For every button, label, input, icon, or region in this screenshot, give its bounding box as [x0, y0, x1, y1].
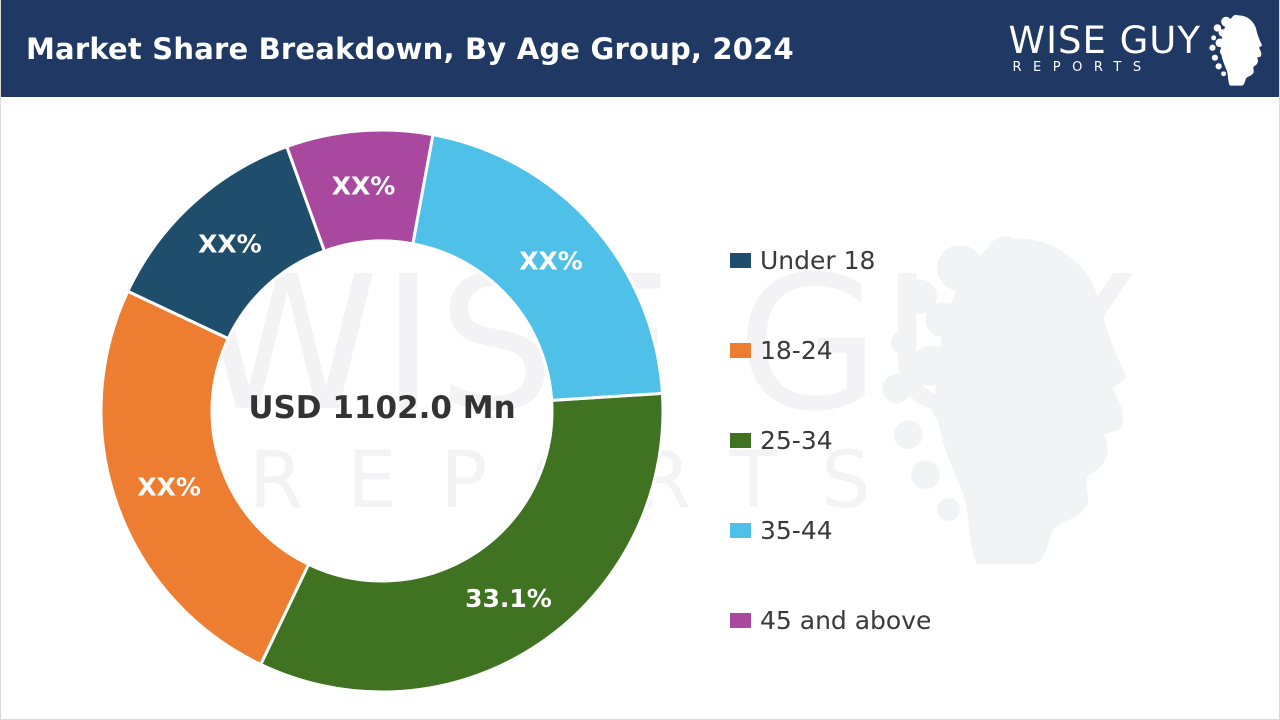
slice-value-label: XX%	[332, 171, 396, 200]
page-title: Market Share Breakdown, By Age Group, 20…	[26, 31, 794, 66]
legend-item-45-and-above: 45 and above	[730, 606, 931, 634]
slice-value-label: XX%	[198, 229, 262, 258]
legend-swatch	[730, 432, 751, 448]
donut-slice-35-44	[411, 133, 664, 402]
logo-text: WISE GUY REPORTS	[1008, 18, 1201, 76]
legend-swatch	[730, 612, 751, 628]
legend-item-under-18: Under 18	[730, 246, 931, 274]
legend-swatch	[730, 522, 751, 538]
legend-item-18-24: 18-24	[730, 336, 931, 364]
legend-label: 45 and above	[760, 605, 932, 635]
slice-value-label: XX%	[137, 472, 201, 501]
legend-swatch	[730, 342, 751, 358]
logo-head-icon	[1209, 14, 1263, 86]
legend-item-35-44: 35-44	[730, 516, 931, 544]
donut-slice-45-and-above	[285, 128, 435, 253]
wise-guy-logo: WISE GUY REPORTS	[1009, 8, 1267, 90]
watermark-head-icon	[882, 236, 1127, 565]
legend-label: 35-44	[760, 515, 833, 545]
logo-wordmark: WISE GUY	[1008, 18, 1201, 62]
slice-value-label: 33.1%	[465, 584, 552, 613]
legend-label: 18-24	[760, 335, 833, 365]
logo-subtitle: REPORTS	[1012, 60, 1153, 76]
slice-value-label: XX%	[519, 247, 583, 276]
legend-label: 25-34	[760, 425, 833, 455]
donut-center-value: USD 1102.0 Mn	[248, 390, 516, 426]
chart-legend: Under 18 18-24 25-34 35-44 45 and above	[730, 246, 931, 696]
header-bar: Market Share Breakdown, By Age Group, 20…	[1, 0, 1279, 97]
legend-item-25-34: 25-34	[730, 426, 931, 454]
legend-swatch	[730, 252, 751, 268]
donut-slice-18-24	[99, 289, 311, 666]
donut-slice-25-34	[259, 391, 665, 694]
legend-label: Under 18	[760, 245, 876, 275]
